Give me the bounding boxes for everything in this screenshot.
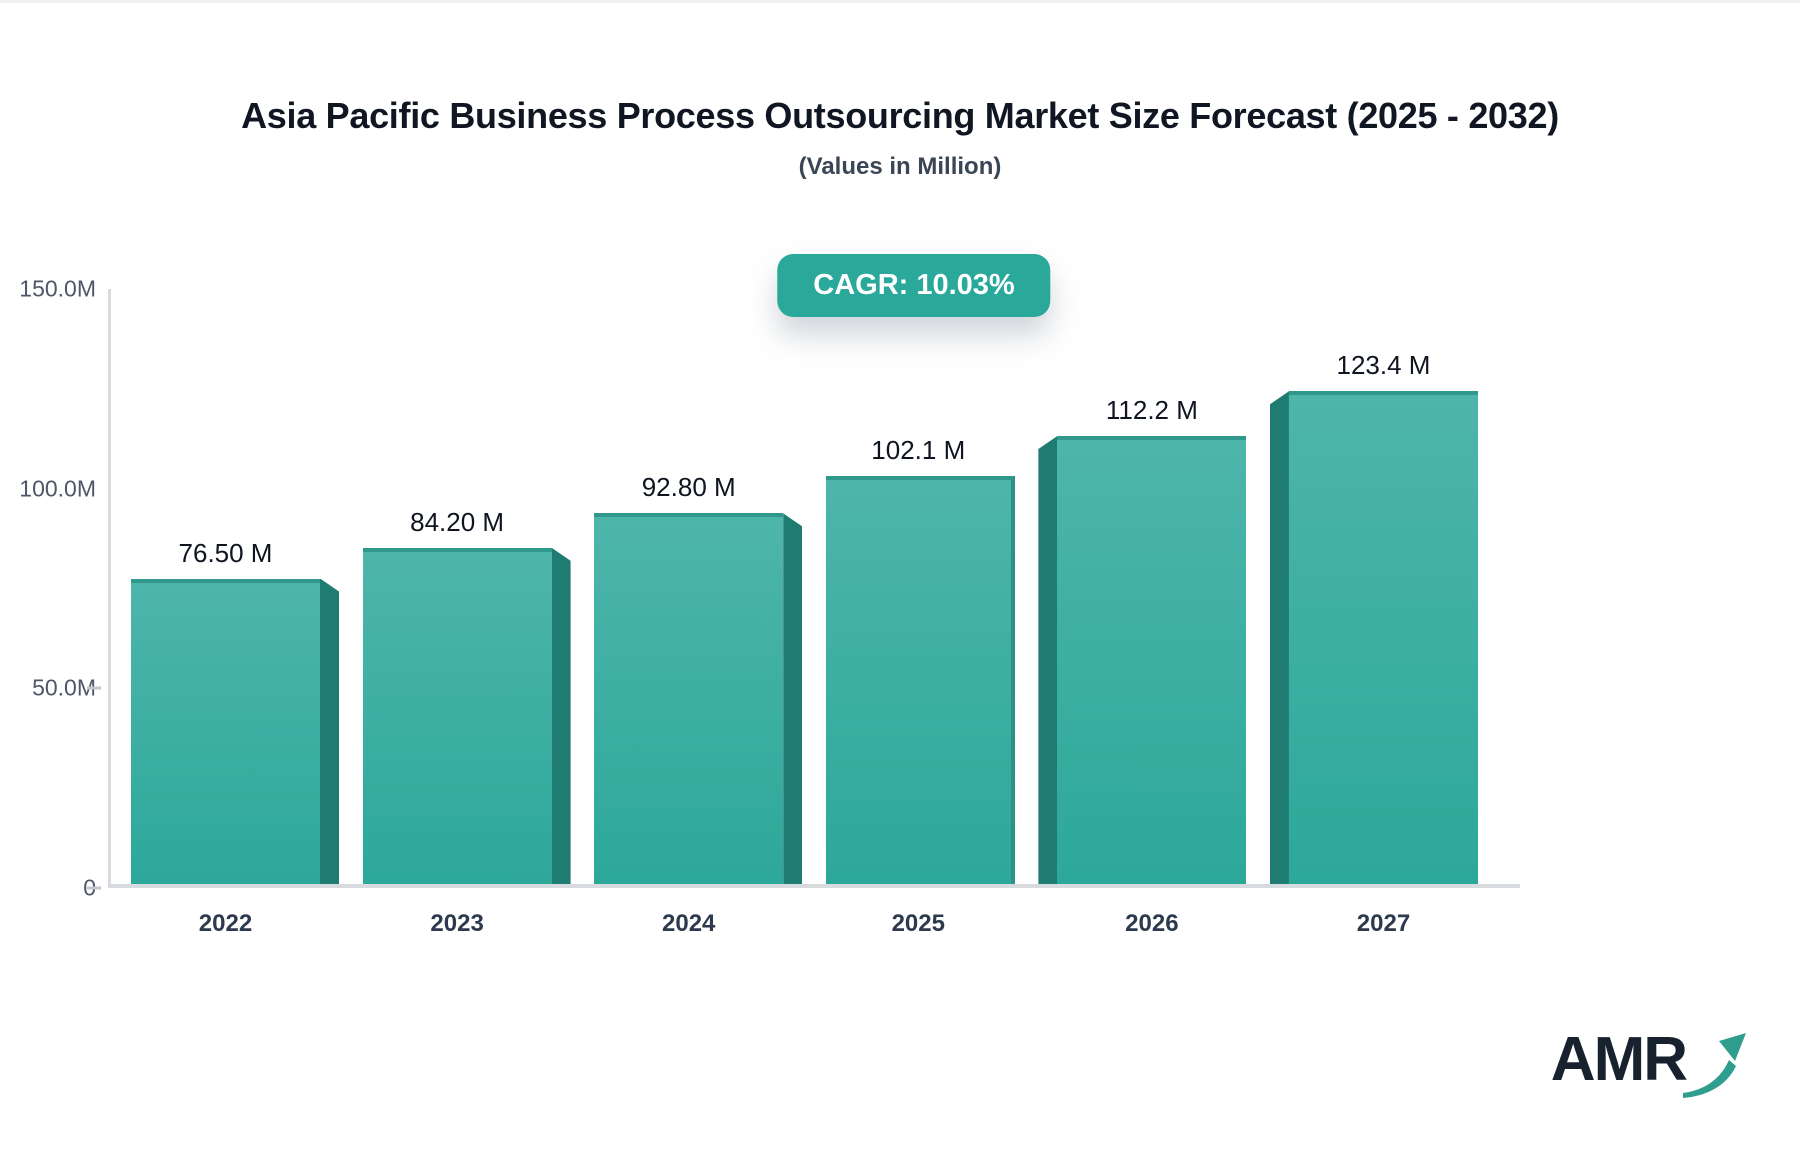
bar-3d-side-face — [1038, 435, 1058, 884]
x-axis-label: 2025 — [891, 910, 945, 937]
y-tick-label: 150.0M — [19, 275, 96, 302]
x-axis-label: 2022 — [198, 910, 253, 937]
bar-face: 102.1 M 2025 — [825, 435, 1015, 937]
bar-value-label: 112.2 M — [1105, 394, 1198, 425]
x-axis-label: 2026 — [1125, 910, 1179, 937]
y-tick-label: 100.0M — [19, 475, 96, 502]
bar-value-label: 76.50 M — [178, 537, 273, 568]
bar-face: 84.20 M 2023 — [362, 507, 552, 937]
x-axis-label: 2023 — [430, 910, 484, 937]
bar-face: 76.50 M 2022 — [131, 538, 320, 937]
y-tick-mark — [87, 686, 101, 690]
cagr-badge: CAGR: 10.03% — [777, 254, 1051, 317]
bar-3d-side-face — [783, 513, 803, 884]
x-axis-label: 2024 — [661, 910, 716, 937]
y-tick-label: 0 — [8, 875, 96, 902]
bar-face: 92.80 M 2024 — [594, 472, 784, 937]
bar-3d-side-face — [320, 578, 339, 884]
y-tick-mark — [87, 886, 101, 890]
bar-value-label: 123.4 M — [1336, 350, 1431, 381]
amr-logo-text: AMR — [1550, 1025, 1688, 1094]
bar-3d-side-face — [1269, 391, 1289, 884]
chart-subtitle: (Values in Million) — [798, 153, 1002, 180]
bar-2025: 102.1 M 2025 — [825, 435, 1015, 937]
bars-row: 76.50 M 2022 84.20 M 2023 92.80 M 2024 102.1 M… — [111, 289, 1520, 937]
bar-face: 123.4 M 2027 — [1288, 350, 1478, 937]
bar-value-label: 84.20 M — [410, 506, 505, 537]
growth-arrow-icon — [1683, 1033, 1746, 1098]
bar-face: 112.2 M 2026 — [1057, 395, 1247, 937]
bar-2023: 84.20 M 2023 — [362, 507, 571, 937]
bar-2022: 76.50 M 2022 — [131, 538, 339, 937]
bar-2026: 112.2 M 2026 — [1038, 395, 1247, 937]
amr-logo: AMR — [1551, 1029, 1748, 1099]
y-tick-label: 50.0M — [32, 674, 96, 701]
bar-3d-side-face — [551, 547, 571, 884]
bar-2024: 92.80 M 2024 — [594, 472, 803, 937]
chart-title: Asia Pacific Business Process Outsourcin… — [241, 95, 1559, 136]
x-axis-label: 2027 — [1356, 910, 1411, 937]
bar-value-label: 92.80 M — [641, 472, 736, 503]
bar-2027: 123.4 M 2027 — [1269, 350, 1478, 937]
bar-value-label: 102.1 M — [871, 435, 966, 466]
